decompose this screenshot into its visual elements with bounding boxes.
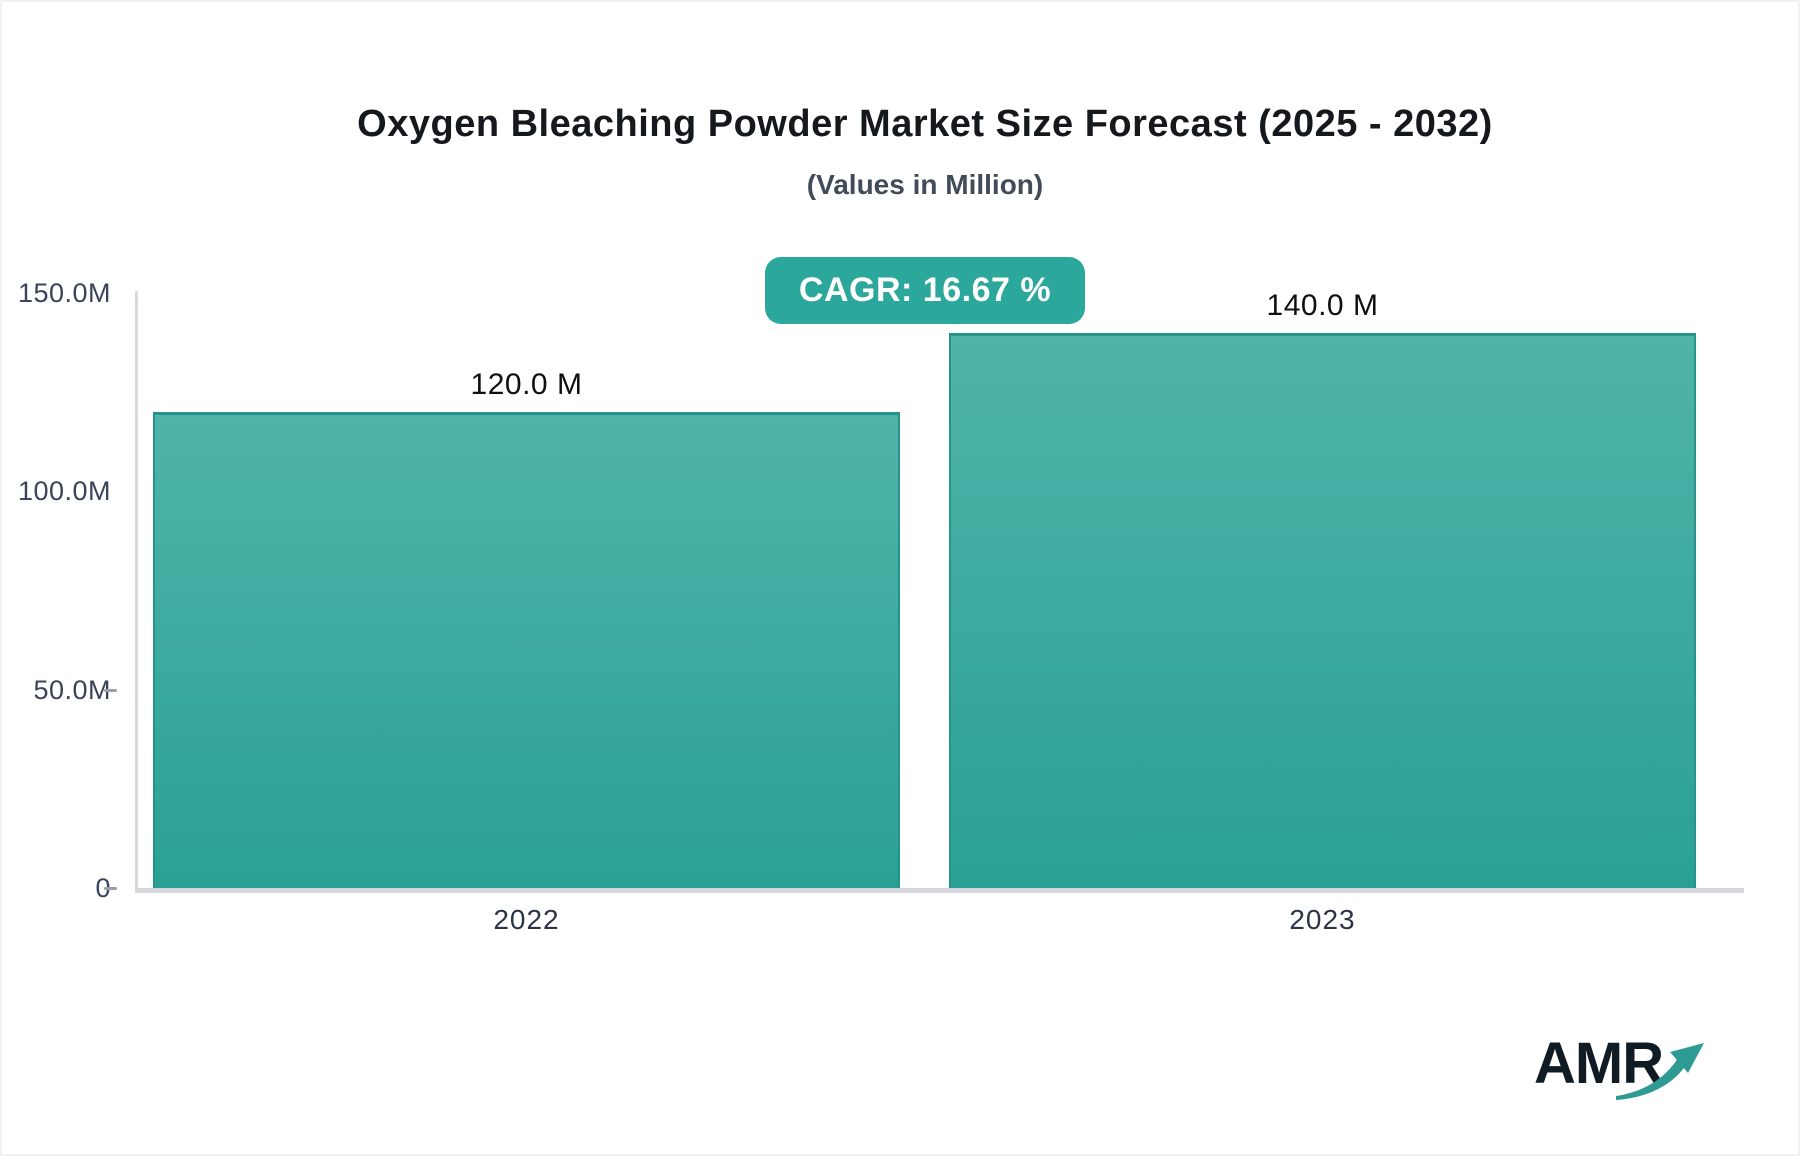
bar-2022[interactable] bbox=[153, 412, 900, 888]
x-axis-label-2023: 2023 bbox=[1289, 904, 1356, 935]
bar-2023[interactable] bbox=[949, 333, 1696, 888]
bar-value-label: 120.0 M bbox=[470, 368, 583, 401]
y-axis-label: 50.0M bbox=[33, 674, 111, 705]
y-axis-line bbox=[135, 291, 138, 888]
chart-title: Oxygen Bleaching Powder Market Size Fore… bbox=[357, 103, 1493, 145]
y-axis-tick bbox=[104, 688, 117, 692]
x-axis-baseline bbox=[135, 888, 1744, 893]
cagr-badge-label: CAGR: 16.67 % bbox=[798, 271, 1052, 309]
trending-up-arrow-icon bbox=[1616, 1043, 1704, 1100]
amr-logo-text: AMR bbox=[1534, 1031, 1664, 1096]
bar-value-label: 140.0 M bbox=[1266, 289, 1379, 322]
y-axis-label: 100.0M bbox=[17, 476, 111, 507]
cagr-badge-row: CAGR: 16.67 % bbox=[48, 257, 1798, 324]
y-axis-label: 150.0M bbox=[17, 278, 111, 308]
y-axis-label: 0 bbox=[95, 873, 111, 903]
cagr-badge: CAGR: 16.67 % bbox=[764, 257, 1086, 324]
chart-subtitle: (Values in Million) bbox=[806, 169, 1044, 200]
amr-logo[interactable]: AMR bbox=[1534, 1032, 1714, 1112]
x-axis-label-2022: 2022 bbox=[493, 904, 560, 935]
y-axis-tick bbox=[104, 887, 117, 890]
